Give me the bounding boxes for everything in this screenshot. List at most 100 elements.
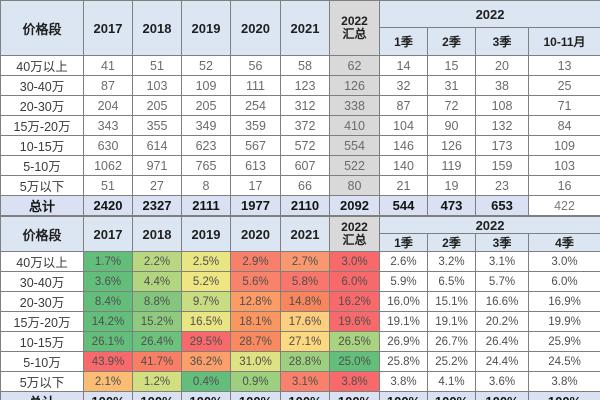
value-cell: 41 — [83, 55, 133, 76]
value-cell: 90 — [427, 115, 476, 136]
price-segment-volume-table: 价格段 2017 2018 2019 2020 2021 2022 汇总 2022 1季 2季 3季 1… — [0, 0, 600, 216]
percent-cell: 3.8% — [329, 371, 380, 392]
value-cell: 159 — [475, 155, 529, 176]
value-cell: 21 — [379, 175, 428, 196]
row-label: 5-10万 — [0, 351, 84, 372]
value-cell: 1062 — [83, 155, 133, 176]
percent-cell: 4.4% — [132, 271, 182, 292]
value-cell: 205 — [181, 95, 231, 116]
percent-cell: 0.9% — [230, 371, 281, 392]
value-cell: 108 — [475, 95, 529, 116]
value-cell: 14 — [379, 55, 428, 76]
value-cell: 31 — [427, 75, 476, 96]
percent-cell: 19.1% — [379, 311, 428, 332]
quarter-header: 2季 — [427, 27, 476, 56]
value-cell: 87 — [83, 75, 133, 96]
summary-year-header: 2022 汇总 — [329, 216, 380, 252]
value-cell: 62 — [329, 55, 380, 76]
total-value-cell: 100% — [475, 391, 529, 400]
percent-cell: 9.7% — [181, 291, 231, 312]
table-row: 10-15万 26.1% 26.4% 29.5% 28.7% 27.1% 26.5% 26.9… — [0, 331, 600, 352]
value-cell: 173 — [475, 135, 529, 156]
total-value-cell: 2111 — [181, 195, 231, 216]
row-label: 5-10万 — [0, 155, 84, 176]
value-cell: 572 — [280, 135, 330, 156]
value-cell: 103 — [132, 75, 182, 96]
value-cell: 343 — [83, 115, 133, 136]
total-row: 总计100%100%100%100%100%100%100%100%100%10… — [0, 391, 600, 400]
value-cell: 126 — [427, 135, 476, 156]
percent-cell: 19.9% — [527, 311, 600, 332]
share-grid: 价格段 2017 2018 2019 2020 2021 2022 汇总 2022 1季 2季 3季 4… — [0, 216, 600, 400]
percent-cell: 31.0% — [230, 351, 281, 372]
total-value-cell: 100% — [379, 391, 428, 400]
quarter-header: 1季 — [379, 27, 428, 56]
percent-cell: 5.2% — [181, 271, 231, 292]
summary-header-line: 2022 — [341, 220, 368, 234]
percent-cell: 24.5% — [527, 351, 600, 372]
row-label: 10-15万 — [0, 135, 84, 156]
total-value-cell: 100% — [329, 391, 380, 400]
total-value-cell: 100% — [427, 391, 476, 400]
summary-header-line: 2022 — [341, 14, 368, 28]
percent-cell: 2.7% — [280, 251, 330, 272]
total-value-cell: 544 — [379, 195, 428, 216]
row-label: 5万以下 — [0, 371, 84, 392]
total-value-cell: 422 — [527, 195, 600, 216]
percent-cell: 16.0% — [379, 291, 428, 312]
value-cell: 15 — [427, 55, 476, 76]
value-cell: 971 — [132, 155, 182, 176]
percent-cell: 3.1% — [475, 251, 529, 272]
volume-grid: 价格段 2017 2018 2019 2020 2021 2022 汇总 2022 1季 2季 3季 1… — [0, 0, 600, 216]
value-cell: 522 — [329, 155, 380, 176]
row-label: 15万-20万 — [0, 115, 84, 136]
percent-cell: 27.1% — [280, 331, 330, 352]
percent-cell: 0.4% — [181, 371, 231, 392]
year-header: 2017 — [83, 0, 133, 56]
percent-cell: 28.7% — [230, 331, 281, 352]
percent-cell: 43.9% — [83, 351, 133, 372]
percent-cell: 16.6% — [475, 291, 529, 312]
value-cell: 111 — [230, 75, 281, 96]
quarter-header: 2季 — [427, 233, 476, 252]
value-cell: 84 — [527, 115, 600, 136]
total-value-cell: 1977 — [230, 195, 281, 216]
total-value-cell: 100% — [132, 391, 182, 400]
value-cell: 25 — [527, 75, 600, 96]
total-value-cell: 2327 — [132, 195, 182, 216]
value-cell: 349 — [181, 115, 231, 136]
table-row: 40万以上 41 51 52 56 58 62 14 15 20 13 — [0, 55, 600, 76]
quarter-header: 3季 — [475, 27, 529, 56]
value-cell: 372 — [280, 115, 330, 136]
row-label: 40万以上 — [0, 251, 84, 272]
percent-cell: 3.1% — [280, 371, 330, 392]
percent-cell: 26.5% — [329, 331, 380, 352]
percent-cell: 4.1% — [427, 371, 476, 392]
value-cell: 355 — [132, 115, 182, 136]
row-label: 15万-20万 — [0, 311, 84, 332]
percent-cell: 1.2% — [132, 371, 182, 392]
value-cell: 254 — [230, 95, 281, 116]
value-cell: 17 — [230, 175, 281, 196]
percent-cell: 3.0% — [329, 251, 380, 272]
table-row: 40万以上 1.7% 2.2% 2.5% 2.9% 2.7% 3.0% 2.6% 3.2% 3.1… — [0, 251, 600, 272]
total-label: 总计 — [0, 391, 84, 400]
value-cell: 338 — [329, 95, 380, 116]
row-label: 40万以上 — [0, 55, 84, 76]
percent-cell: 3.6% — [475, 371, 529, 392]
quarter-header: 1季 — [379, 233, 428, 252]
percent-cell: 6.0% — [329, 271, 380, 292]
value-cell: 27 — [132, 175, 182, 196]
percent-cell: 3.0% — [527, 251, 600, 272]
year-header: 2018 — [132, 216, 182, 252]
quarter-header: 4季 — [527, 233, 600, 252]
percent-cell: 5.6% — [230, 271, 281, 292]
total-value-cell: 2092 — [329, 195, 380, 216]
year-header: 2017 — [83, 216, 133, 252]
percent-cell: 20.2% — [475, 311, 529, 332]
total-value-cell: 100% — [527, 391, 600, 400]
value-cell: 614 — [132, 135, 182, 156]
percent-cell: 15.2% — [132, 311, 182, 332]
total-value-cell: 100% — [230, 391, 281, 400]
